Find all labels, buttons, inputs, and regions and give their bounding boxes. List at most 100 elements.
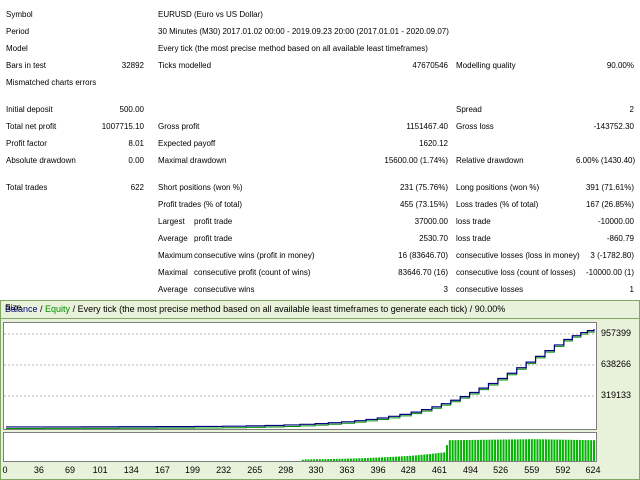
legend-separator: / (37, 304, 46, 314)
x-axis-label: 265 (247, 465, 263, 475)
size-bar (369, 457, 372, 461)
legend-caption: / Every tick (the most precise method ba… (70, 304, 506, 314)
report-label: 30 Minutes (M30) 2017.01.02 00:00 - 2019… (158, 27, 449, 36)
size-bar (587, 440, 590, 461)
legend-balance: Balance (5, 304, 38, 314)
report-label: Spread (456, 105, 482, 114)
report-label: Largest profit trade (158, 217, 233, 226)
report-value: 622 (130, 183, 144, 192)
report-label: Gross loss (456, 122, 494, 131)
report-value: 1007715.10 (101, 122, 144, 131)
size-bar (479, 439, 482, 461)
report-row: Largest profit trade 37000.00 loss trade -10… (0, 213, 640, 230)
size-bar (330, 458, 333, 461)
report-row: Maximal consecutive profit (count of wins… (0, 264, 640, 281)
size-bar (347, 458, 350, 461)
x-axis-label: 461 (431, 465, 447, 475)
x-axis-label: 167 (154, 465, 170, 475)
report-qualifier: Average (158, 234, 188, 243)
report-row: Model Every tick (the most precise method… (0, 40, 640, 57)
size-bar (392, 456, 395, 461)
size-bar (349, 458, 352, 461)
y-axis-label: 957399 (601, 327, 632, 338)
size-bar (366, 457, 369, 461)
report-value: 231 (75.76%) (399, 183, 448, 192)
size-bar (304, 459, 307, 461)
size-bar (547, 439, 550, 461)
report-value: -143752.30 (593, 122, 634, 131)
report-label: Relative drawdown (456, 156, 524, 165)
report-row: Total net profit 1007715.10 Gross profit 11… (0, 118, 640, 135)
size-bar (448, 440, 451, 461)
report-value: 32892 (121, 61, 144, 70)
x-axis-label: 69 (65, 465, 76, 475)
size-bar (332, 458, 335, 461)
size-bar (335, 458, 338, 461)
report-label: Expected payoff (158, 139, 216, 148)
report-row: Bars in test 32892 Ticks modelled 47670546 M… (0, 57, 640, 74)
report-row: Average profit trade 2530.70 loss trade -860… (0, 230, 640, 247)
size-bar (494, 439, 497, 461)
report-value: 6.00% (1430.40) (576, 156, 636, 165)
size-bar (364, 458, 367, 461)
x-axis-label: 36 (33, 465, 44, 475)
report-value: -860.79 (606, 234, 634, 243)
y-axis-label: 319133 (601, 389, 632, 400)
size-bar (412, 455, 415, 461)
balance-equity-graph[interactable]: Balance / Equity / Every tick (the most … (0, 300, 640, 480)
report-row: Period 30 Minutes (M30) 2017.01.02 00:00 … (0, 23, 640, 40)
size-bar (513, 439, 516, 461)
report-label: Profit factor (6, 139, 47, 148)
balance-plot (3, 322, 597, 430)
report-label: consecutive loss (count of losses) (456, 268, 576, 277)
size-bar (465, 439, 468, 461)
size-bar (544, 439, 547, 461)
report-label: loss trade (456, 217, 491, 226)
report-label: Gross profit (158, 122, 200, 131)
report-label: Model (6, 44, 28, 53)
size-bar (355, 458, 358, 461)
size-bar (400, 456, 403, 461)
report-qualifier: Largest (158, 217, 185, 226)
size-bar (423, 454, 426, 461)
report-label: Short positions (won %) (158, 183, 243, 192)
size-bar (511, 439, 514, 461)
size-bar (375, 457, 378, 461)
x-axis-label: 559 (524, 465, 540, 475)
size-panel (3, 432, 597, 462)
report-label: loss trade (456, 234, 491, 243)
size-bar (429, 453, 432, 461)
x-axis-label: 330 (308, 465, 324, 475)
report-table[interactable]: Symbol EURUSD (Euro vs US Dollar) Period 30… (0, 6, 640, 298)
x-axis-label: 363 (339, 465, 355, 475)
size-bar (372, 457, 375, 461)
size-bar (313, 459, 316, 461)
x-axis-label: 396 (370, 465, 386, 475)
report-value: 83646.70 (16) (398, 268, 448, 277)
size-bar (474, 439, 477, 461)
x-axis-label: 526 (493, 465, 509, 475)
size-bar (344, 458, 347, 461)
x-axis-label: 494 (462, 465, 479, 475)
size-bar (561, 439, 564, 461)
report-row: Initial deposit 500.00 Spread 2 (0, 101, 640, 118)
report-qualifier: Maximal (158, 268, 188, 277)
size-bar (457, 440, 460, 461)
report-label: Every tick (the most precise method base… (158, 44, 428, 53)
report-value: 15600.00 (1.74%) (384, 156, 448, 165)
size-bar (505, 439, 508, 461)
size-bar (496, 439, 499, 461)
report-value: 0.00 (128, 156, 144, 165)
size-bar (460, 440, 463, 461)
size-bar (536, 439, 539, 461)
size-bar (383, 457, 386, 461)
size-bar (590, 440, 593, 461)
size-bar (593, 440, 595, 461)
size-bar (352, 458, 355, 461)
report-value: 1151467.40 (406, 122, 448, 131)
size-bar (380, 457, 383, 461)
size-bar (491, 439, 494, 461)
x-axis-label: 428 (400, 465, 416, 475)
size-bar (417, 455, 420, 461)
size-bar (431, 453, 434, 461)
